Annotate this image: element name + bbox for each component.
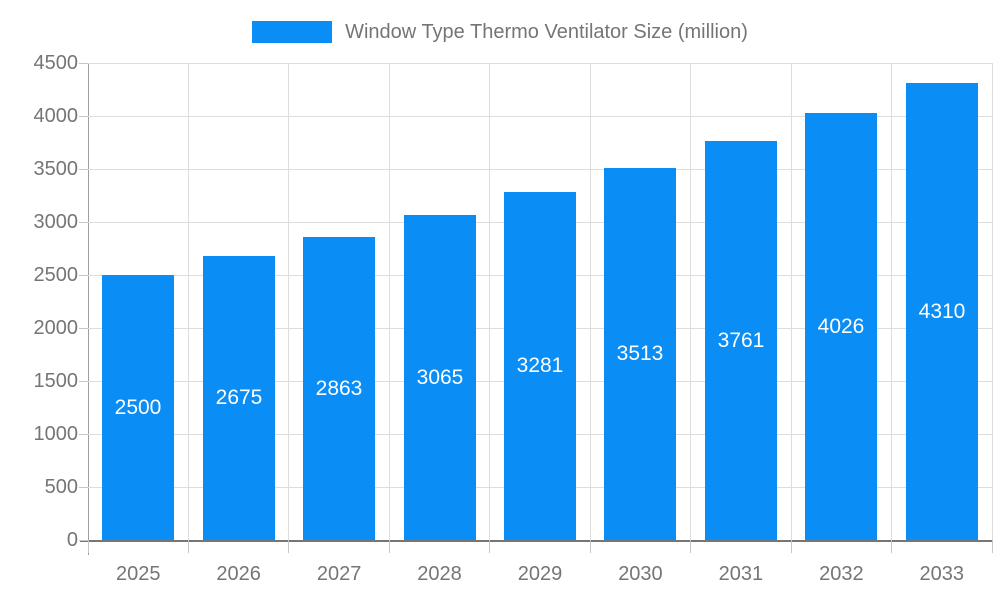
gridline-vertical bbox=[891, 63, 893, 540]
bar-2030[interactable]: 3513 bbox=[604, 168, 676, 540]
y-axis-line bbox=[88, 63, 89, 555]
y-axis-label: 0 bbox=[66, 529, 78, 551]
x-axis-label-2026: 2026 bbox=[216, 563, 261, 585]
legend-swatch bbox=[252, 21, 333, 43]
gridline-vertical bbox=[589, 63, 591, 540]
gridline-horizontal bbox=[88, 115, 992, 117]
x-axis-label-2033: 2033 bbox=[919, 563, 965, 585]
bar-value-label: 2675 bbox=[215, 386, 263, 409]
y-axis-label: 4000 bbox=[33, 105, 79, 127]
y-axis-tick bbox=[79, 539, 88, 541]
x-axis-tick bbox=[589, 540, 591, 553]
bar-2026[interactable]: 2675 bbox=[203, 256, 275, 540]
bar-value-label: 2863 bbox=[315, 376, 363, 400]
y-axis-label: 3500 bbox=[33, 158, 79, 180]
y-axis-tick bbox=[79, 62, 88, 64]
gridline-vertical bbox=[991, 63, 993, 540]
x-axis-tick bbox=[87, 540, 89, 553]
x-axis-label-2029: 2029 bbox=[517, 563, 563, 585]
x-axis-label-2030: 2030 bbox=[618, 563, 663, 585]
y-axis-tick bbox=[79, 380, 88, 382]
legend: Window Type Thermo Ventilator Size (mill… bbox=[0, 21, 1000, 43]
y-axis-tick bbox=[79, 327, 88, 329]
y-axis-tick bbox=[79, 221, 88, 223]
bar-value-label: 4310 bbox=[918, 299, 966, 323]
gridline-vertical bbox=[187, 63, 189, 540]
x-axis-label-2025: 2025 bbox=[115, 563, 161, 585]
y-axis-label: 2000 bbox=[33, 317, 79, 339]
y-axis-tick bbox=[79, 433, 88, 435]
bar-2031[interactable]: 3761 bbox=[705, 141, 777, 540]
x-axis-tick bbox=[388, 540, 390, 553]
x-axis-tick bbox=[891, 540, 893, 553]
bar-value-label: 3513 bbox=[616, 342, 664, 365]
gridline-horizontal bbox=[88, 62, 992, 64]
x-axis-label-2031: 2031 bbox=[718, 563, 764, 585]
y-axis-label: 4500 bbox=[33, 52, 79, 74]
gridline-vertical bbox=[288, 63, 290, 540]
gridline-vertical bbox=[790, 63, 792, 540]
y-axis-tick bbox=[79, 115, 88, 117]
gridline-vertical bbox=[489, 63, 491, 540]
bar-2025[interactable]: 2500 bbox=[102, 275, 174, 540]
bar-2028[interactable]: 3065 bbox=[404, 215, 476, 540]
gridline-vertical bbox=[388, 63, 390, 540]
bar-value-label: 4026 bbox=[817, 314, 865, 338]
x-axis-tick bbox=[690, 540, 692, 553]
y-axis-tick bbox=[79, 486, 88, 488]
bar-value-label: 2500 bbox=[114, 395, 162, 419]
y-axis-tick bbox=[79, 274, 88, 276]
bar-2027[interactable]: 2863 bbox=[303, 237, 375, 540]
y-axis-label: 1500 bbox=[33, 370, 79, 392]
x-axis-line bbox=[80, 540, 992, 542]
gridline-vertical bbox=[690, 63, 692, 540]
y-axis-label: 1000 bbox=[33, 423, 79, 445]
x-axis-tick bbox=[790, 540, 792, 553]
x-axis-tick bbox=[489, 540, 491, 553]
bar-value-label: 3281 bbox=[516, 354, 564, 377]
bar-2029[interactable]: 3281 bbox=[504, 192, 576, 540]
x-axis-label-2032: 2032 bbox=[819, 563, 864, 585]
bar-value-label: 3761 bbox=[717, 328, 765, 352]
y-axis-tick bbox=[79, 168, 88, 170]
legend-label: Window Type Thermo Ventilator Size (mill… bbox=[345, 20, 748, 43]
x-axis-tick bbox=[288, 540, 290, 553]
x-axis-tick bbox=[991, 540, 993, 553]
bar-2032[interactable]: 4026 bbox=[805, 113, 877, 540]
y-axis-label: 2500 bbox=[33, 264, 79, 286]
bar-value-label: 3065 bbox=[416, 365, 464, 389]
bar-2033[interactable]: 4310 bbox=[906, 83, 978, 540]
x-axis-label-2028: 2028 bbox=[417, 563, 462, 585]
y-axis-label: 3000 bbox=[33, 211, 79, 233]
gridline-horizontal bbox=[88, 168, 992, 170]
x-axis-tick bbox=[187, 540, 189, 553]
x-axis-label-2027: 2027 bbox=[316, 563, 362, 585]
y-axis-label: 500 bbox=[44, 476, 78, 498]
plot-area: 2500 2675 2863 3065 3281 3513 3761 4026 4310 bbox=[88, 62, 993, 540]
